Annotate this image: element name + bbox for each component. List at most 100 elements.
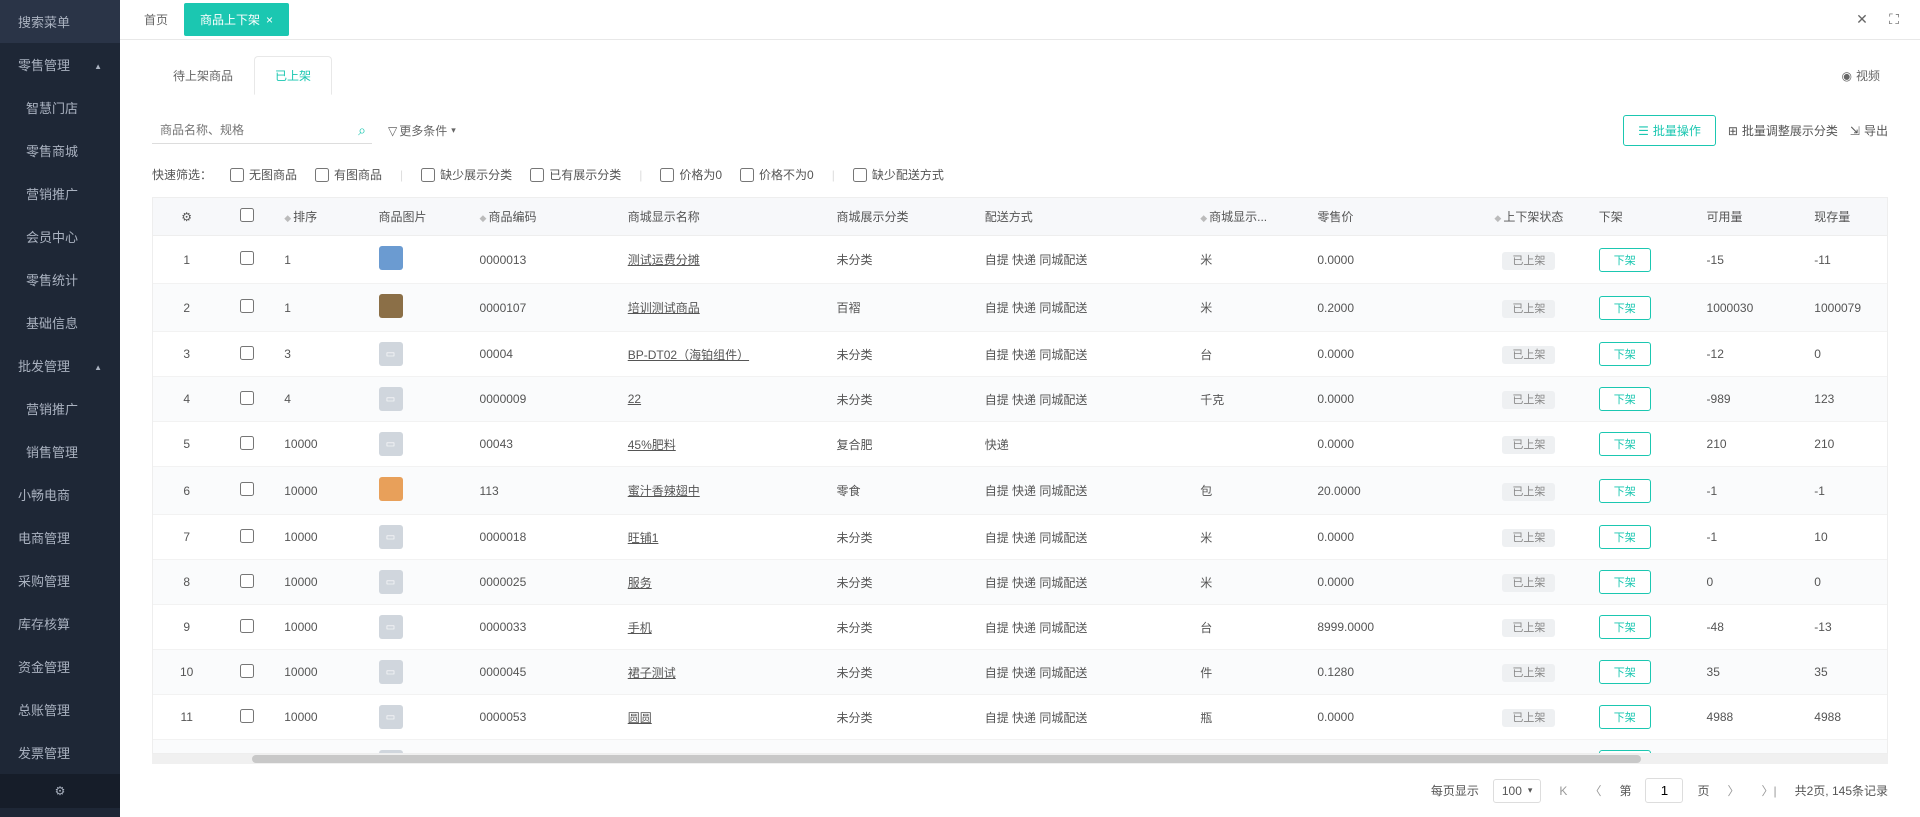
video-link[interactable]: ◉ 视频 — [1842, 67, 1889, 84]
th-status[interactable]: ◆上下架状态 — [1469, 198, 1589, 236]
unlist-button[interactable]: 下架 — [1599, 342, 1651, 366]
sidebar-item[interactable]: 零售统计 — [0, 258, 120, 301]
per-page-label: 每页显示 — [1431, 782, 1479, 799]
next-page-icon[interactable]: 〉 — [1723, 782, 1743, 799]
batch-op-button[interactable]: ☰ 批量操作 — [1623, 115, 1716, 146]
unlist-button[interactable]: 下架 — [1599, 525, 1651, 549]
unlist-button[interactable]: 下架 — [1599, 660, 1651, 684]
cell-checkbox[interactable] — [220, 467, 274, 515]
cell-checkbox[interactable] — [220, 236, 274, 284]
cell-checkbox[interactable] — [220, 422, 274, 467]
tab-listed[interactable]: 已上架 — [254, 56, 332, 95]
unlist-button[interactable]: 下架 — [1599, 296, 1651, 320]
unlist-button[interactable]: 下架 — [1599, 570, 1651, 594]
th-code[interactable]: ◆商品编码 — [470, 198, 618, 236]
sidebar-item[interactable]: 会员中心 — [0, 215, 120, 258]
tab-active[interactable]: 商品上下架 × — [184, 3, 289, 36]
sidebar-item[interactable]: 资金管理 — [0, 645, 120, 688]
per-page-select[interactable]: 100 ▾ — [1493, 779, 1542, 803]
sidebar-item[interactable]: 库存核算 — [0, 602, 120, 645]
unlist-button[interactable]: 下架 — [1599, 432, 1651, 456]
th-sort[interactable]: ◆排序 — [274, 198, 368, 236]
cell-checkbox[interactable] — [220, 740, 274, 755]
th-gear[interactable]: ⚙ — [153, 198, 220, 236]
cell-checkbox[interactable] — [220, 515, 274, 560]
table-row: 11 10000 ▭ 0000053 圆圆 未分类 自提 快递 同城配送 瓶 0… — [153, 695, 1888, 740]
horizontal-scrollbar[interactable] — [152, 754, 1888, 764]
cell-avail: 1 — [1697, 740, 1805, 755]
close-all-icon[interactable]: ✕ — [1852, 10, 1872, 30]
sidebar-item[interactable]: 零售商城 — [0, 129, 120, 172]
sidebar-item[interactable]: 电商管理 — [0, 516, 120, 559]
cell-cat: 复合肥 — [827, 422, 975, 467]
cell-checkbox[interactable] — [220, 560, 274, 605]
filter-has-img[interactable]: 有图商品 — [315, 166, 382, 183]
unlist-button[interactable]: 下架 — [1599, 248, 1651, 272]
sidebar-item[interactable]: 零售管理 — [0, 43, 120, 86]
more-filter[interactable]: ▽ 更多条件 ▾ — [388, 122, 456, 139]
export-button[interactable]: ⇲ 导出 — [1850, 122, 1888, 139]
expand-icon[interactable]: ⛶ — [1884, 10, 1904, 30]
product-name-link[interactable]: 45%肥料 — [628, 438, 676, 452]
sidebar-item[interactable]: 销售管理 — [0, 430, 120, 473]
filter-price-not-zero[interactable]: 价格不为0 — [740, 166, 814, 183]
table-row: 2 1 0000107 培训测试商品 百褶 自提 快递 同城配送 米 0.200… — [153, 284, 1888, 332]
product-thumb — [379, 477, 403, 501]
sidebar-item[interactable]: 营销推广 — [0, 387, 120, 430]
cell-ship: 自提 快递 同城配送 — [975, 695, 1191, 740]
sidebar-item[interactable]: 营销推广 — [0, 172, 120, 215]
cell-checkbox[interactable] — [220, 377, 274, 422]
cell-checkbox[interactable] — [220, 695, 274, 740]
filter-no-img[interactable]: 无图商品 — [230, 166, 297, 183]
product-name-link[interactable]: 蜜汁香辣翅中 — [628, 484, 700, 498]
product-name-link[interactable]: 旺铺1 — [628, 531, 659, 545]
batch-adjust-button[interactable]: ⊞ 批量调整展示分类 — [1728, 122, 1838, 139]
cell-stock: 0 — [1804, 560, 1888, 605]
unlist-button[interactable]: 下架 — [1599, 615, 1651, 639]
sidebar-item[interactable]: 批发管理 — [0, 344, 120, 387]
sidebar-item[interactable]: 基础信息 — [0, 301, 120, 344]
product-name-link[interactable]: 手机 — [628, 621, 652, 635]
scrollbar-thumb[interactable] — [252, 755, 1641, 763]
close-icon[interactable]: × — [266, 13, 273, 27]
unlist-button[interactable]: 下架 — [1599, 387, 1651, 411]
product-name-link[interactable]: 22 — [628, 392, 641, 406]
cell-code: 0000018 — [470, 515, 618, 560]
search-icon[interactable]: ⌕ — [358, 122, 366, 139]
first-page-icon[interactable]: K — [1555, 784, 1571, 798]
sidebar-item[interactable]: 采购管理 — [0, 559, 120, 602]
sidebar-item[interactable]: 发票管理 — [0, 731, 120, 774]
prev-page-icon[interactable]: 〈 — [1585, 782, 1605, 799]
product-name-link[interactable]: BP-DT02（海铂组件） — [628, 348, 749, 362]
cell-ship: 自提 快递 同城配送 — [975, 284, 1191, 332]
cell-checkbox[interactable] — [220, 332, 274, 377]
page-input[interactable] — [1645, 778, 1683, 803]
filter-no-category[interactable]: 缺少展示分类 — [421, 166, 512, 183]
cell-checkbox[interactable] — [220, 605, 274, 650]
table-row: 6 10000 113 蜜汁香辣翅中 零食 自提 快递 同城配送 包 20.00… — [153, 467, 1888, 515]
search-input[interactable] — [152, 117, 372, 144]
cell-checkbox[interactable] — [220, 650, 274, 695]
last-page-icon[interactable]: 〉| — [1758, 782, 1781, 799]
settings-gear-icon[interactable]: ⚙ — [0, 774, 120, 808]
unlist-button[interactable]: 下架 — [1599, 705, 1651, 729]
sidebar-item[interactable]: 搜索菜单 — [0, 0, 120, 43]
tab-pending[interactable]: 待上架商品 — [152, 56, 254, 95]
table-wrap[interactable]: ⚙ ◆排序 商品图片 ◆商品编码 商城显示名称 商城展示分类 配送方式 ◆商城显… — [152, 197, 1888, 754]
sidebar-item[interactable]: 智慧门店 — [0, 86, 120, 129]
tab-home[interactable]: 首页 — [128, 11, 184, 28]
sidebar-item[interactable]: 小畅电商 — [0, 473, 120, 516]
product-name-link[interactable]: 裙子测试 — [628, 666, 676, 680]
product-name-link[interactable]: 测试运费分摊 — [628, 253, 700, 267]
th-checkbox[interactable] — [220, 198, 274, 236]
product-name-link[interactable]: 服务 — [628, 576, 652, 590]
filter-no-shipping[interactable]: 缺少配送方式 — [853, 166, 944, 183]
sidebar-item[interactable]: 总账管理 — [0, 688, 120, 731]
product-name-link[interactable]: 培训测试商品 — [628, 301, 700, 315]
product-name-link[interactable]: 圆圆 — [628, 711, 652, 725]
cell-checkbox[interactable] — [220, 284, 274, 332]
filter-price-zero[interactable]: 价格为0 — [660, 166, 722, 183]
unlist-button[interactable]: 下架 — [1599, 479, 1651, 503]
th-show[interactable]: ◆商城显示... — [1190, 198, 1307, 236]
filter-has-category[interactable]: 已有展示分类 — [530, 166, 621, 183]
